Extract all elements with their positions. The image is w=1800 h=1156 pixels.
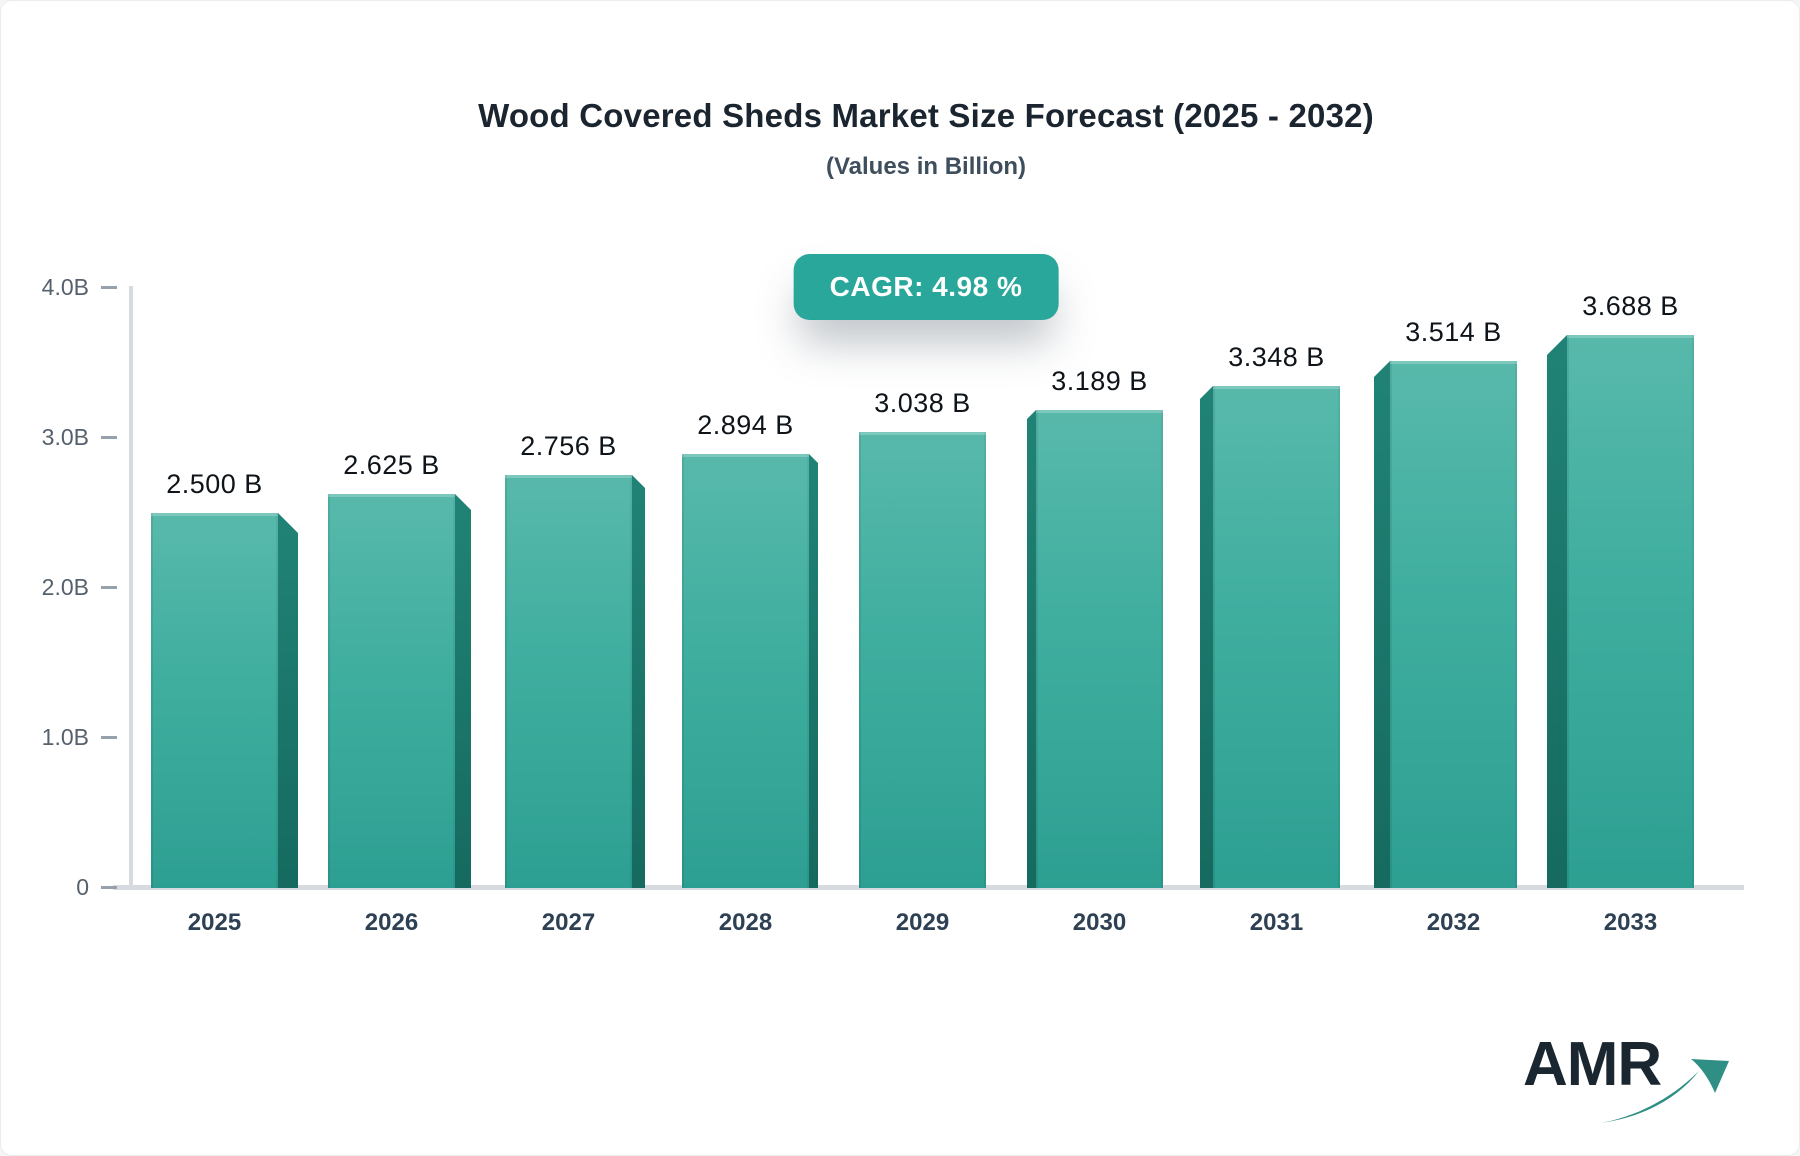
- bar: [1036, 410, 1163, 888]
- x-tick-label: 2025: [187, 909, 242, 936]
- bar-value-label: 3.688 B: [1582, 291, 1679, 321]
- amr-logo-text: AMR: [1523, 1030, 1662, 1099]
- bar-side-panel: [1027, 410, 1036, 888]
- bar: [1213, 386, 1340, 888]
- y-tick-label: 2.0B: [41, 574, 89, 600]
- amr-logo: AMR: [1523, 1029, 1733, 1129]
- y-tick-label: 1.0B: [41, 724, 89, 750]
- bar: [151, 513, 278, 888]
- bar-value-label: 3.038 B: [874, 388, 971, 418]
- bar-value-label: 3.189 B: [1051, 366, 1148, 396]
- bar-side-panel: [278, 513, 298, 888]
- y-tick-dash: [101, 436, 117, 439]
- x-tick-label: 2033: [1603, 909, 1658, 936]
- bar-side-panel: [632, 475, 645, 888]
- chart-subtitle: (Values in Billion): [825, 153, 1027, 180]
- cagr-badge: CAGR: 4.98 %: [793, 254, 1059, 320]
- x-tick-label: 2028: [718, 909, 773, 936]
- y-tick-dash: [101, 586, 117, 589]
- bar-value-label: 3.514 B: [1405, 317, 1502, 347]
- chart-header: Wood Covered Sheds Market Size Forecast …: [26, 97, 1799, 181]
- x-tick-label: 2029: [895, 909, 950, 936]
- bar-value-label: 2.625 B: [343, 450, 440, 480]
- bar-value-label: 2.500 B: [166, 469, 263, 499]
- chart-title: Wood Covered Sheds Market Size Forecast …: [478, 97, 1374, 134]
- bar-side-panel: [1547, 335, 1567, 888]
- growth-arrow-icon: [1601, 1059, 1729, 1123]
- y-tick-dash: [101, 886, 117, 889]
- bar: [328, 494, 455, 888]
- bar-side-panel: [1374, 361, 1390, 888]
- x-tick-label: 2030: [1072, 909, 1127, 936]
- bar: [1567, 335, 1694, 888]
- bar-side-panel: [809, 454, 818, 888]
- bar-value-label: 2.756 B: [520, 431, 617, 461]
- bar: [859, 432, 986, 888]
- y-tick-label: 0: [76, 874, 89, 900]
- y-tick-label: 3.0B: [41, 424, 89, 450]
- bar-value-label: 3.348 B: [1228, 342, 1325, 372]
- y-tick-dash: [101, 286, 117, 289]
- x-tick-label: 2032: [1426, 909, 1481, 936]
- bar-side-panel: [1200, 386, 1213, 888]
- bar: [1390, 361, 1517, 888]
- y-tick-label: 4.0B: [41, 274, 89, 300]
- bar: [682, 454, 809, 888]
- x-tick-label: 2031: [1249, 909, 1304, 936]
- bar-side-panel: [455, 494, 471, 888]
- bar: [505, 475, 632, 888]
- y-tick-dash: [101, 736, 117, 739]
- x-tick-label: 2027: [541, 909, 596, 936]
- bar-value-label: 2.894 B: [697, 410, 794, 440]
- y-axis-line: [129, 286, 133, 890]
- x-tick-label: 2026: [364, 909, 419, 936]
